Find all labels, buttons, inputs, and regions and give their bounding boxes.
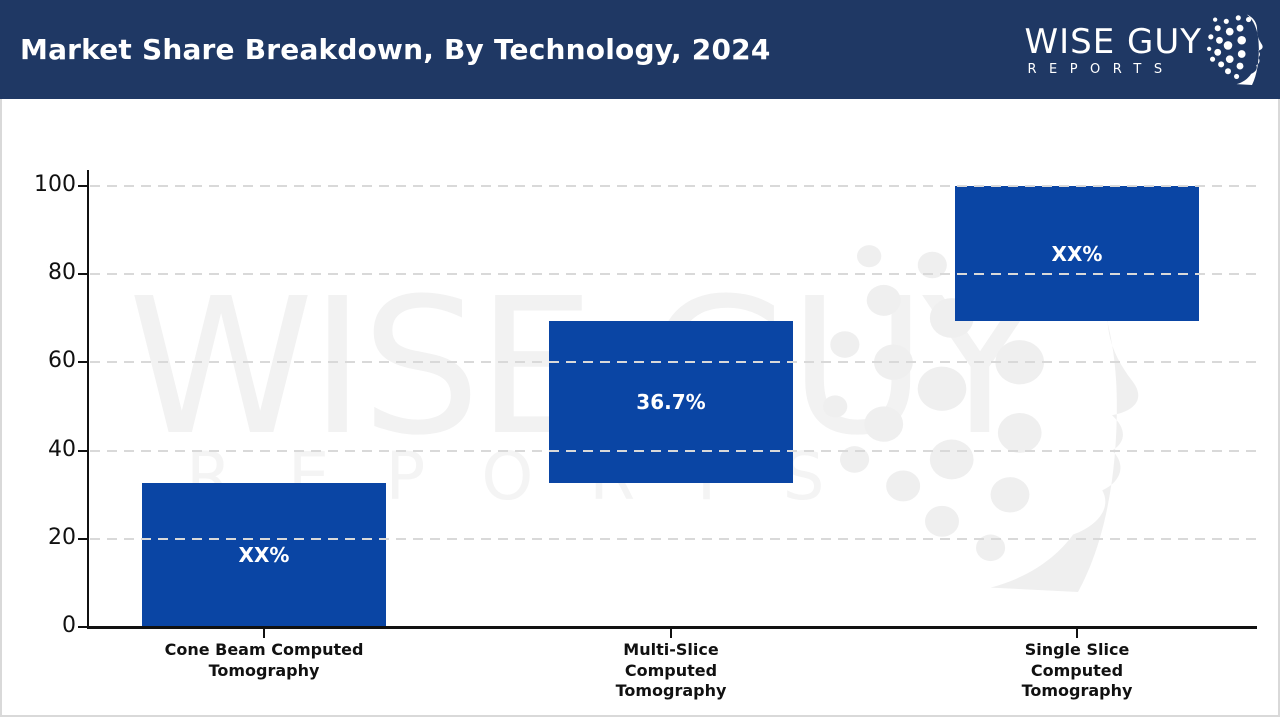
logo-reports-label: REPORTS [1027, 62, 1175, 77]
y-tick-label: 0 [62, 613, 76, 638]
y-tick-mark [78, 185, 87, 187]
bar-value-label: 36.7% [636, 390, 706, 415]
bar: XX% [142, 483, 386, 627]
y-tick-label: 60 [48, 348, 76, 374]
x-tick-mark [1076, 629, 1078, 638]
x-tick-mark [263, 629, 265, 638]
y-tick-mark [78, 361, 87, 364]
y-axis-line [87, 170, 89, 629]
gridline [90, 449, 1256, 452]
gridline [90, 273, 1256, 276]
bar: XX% [955, 186, 1199, 322]
y-tick-mark [78, 273, 87, 276]
y-tick-label: 40 [48, 436, 76, 462]
header-bar: Market Share Breakdown, By Technology, 2… [0, 0, 1280, 99]
category-label: Single Slice Computed Tomography [1021, 640, 1133, 700]
gridline [90, 185, 1256, 187]
x-axis-line [87, 626, 1257, 629]
category-label: Cone Beam Computed Tomography [164, 640, 364, 680]
bar-value-label: XX% [1051, 241, 1103, 266]
y-tick-mark [78, 626, 87, 628]
y-tick-label: 20 [48, 524, 76, 550]
y-tick-label: 80 [48, 260, 76, 286]
watermark-face-icon [806, 212, 1146, 596]
bar-value-label: XX% [238, 543, 290, 568]
y-tick-mark [78, 449, 87, 452]
logo-face-icon [1204, 11, 1264, 89]
x-tick-mark [670, 629, 672, 638]
page-title: Market Share Breakdown, By Technology, 2… [20, 33, 771, 66]
bar: 36.7% [549, 321, 793, 484]
gridline [90, 361, 1256, 364]
brand-logo: WISE GUY REPORTS [1024, 10, 1264, 90]
logo-wordmark: WISE GUY [1024, 22, 1202, 62]
category-label: Multi-Slice Computed Tomography [615, 640, 727, 700]
y-tick-mark [78, 537, 87, 540]
gridline [90, 537, 1256, 540]
y-tick-label: 100 [34, 172, 76, 197]
